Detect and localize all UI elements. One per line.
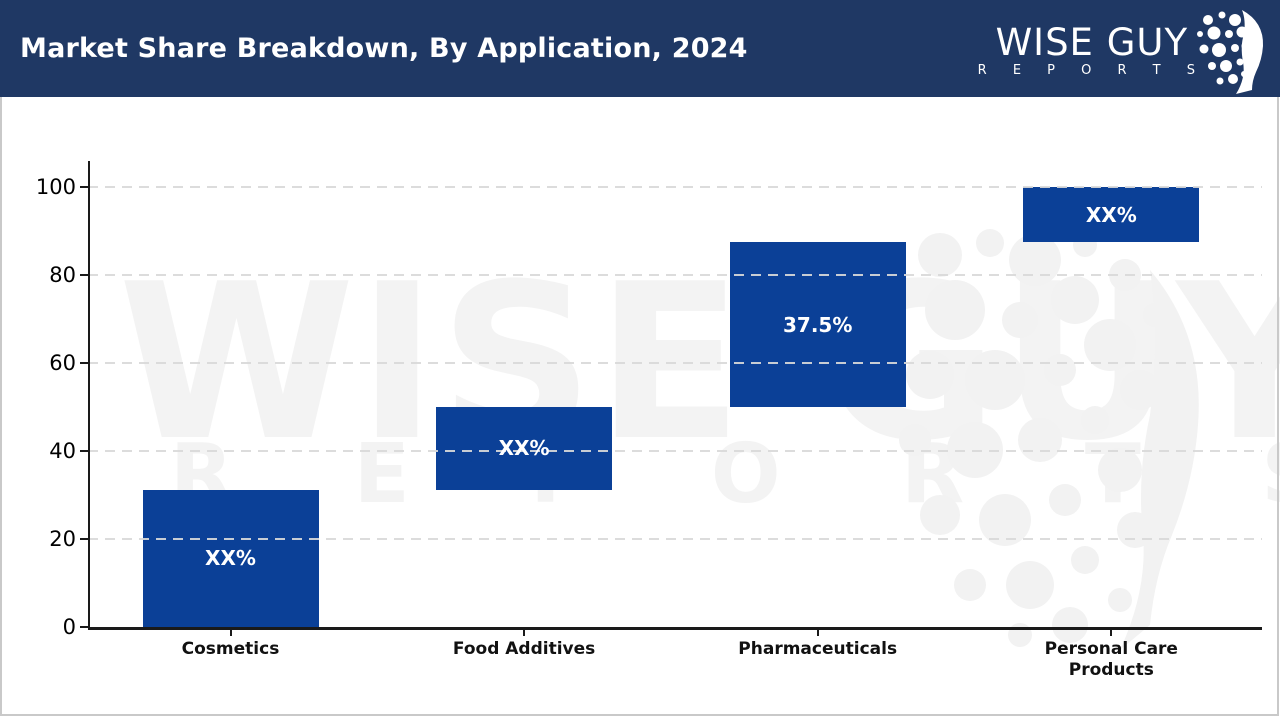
chart-title: Market Share Breakdown, By Application, … bbox=[20, 33, 748, 64]
logo-head-icon bbox=[1197, 10, 1264, 94]
gridline-80 bbox=[88, 274, 1262, 276]
x-tick-4 bbox=[1110, 630, 1113, 636]
bar-cosmetics bbox=[142, 489, 319, 627]
y-tick-label-80: 80 bbox=[49, 263, 76, 287]
wise-guy-reports-logo: WISE GUY R E P O R T S bbox=[978, 4, 1268, 94]
y-tick-100 bbox=[80, 186, 88, 188]
header-banner: Market Share Breakdown, By Application, … bbox=[0, 0, 1280, 97]
y-tick-0 bbox=[80, 626, 88, 628]
y-axis-line bbox=[88, 160, 90, 629]
bar-food-additives bbox=[436, 407, 613, 490]
y-tick-label-100: 100 bbox=[35, 175, 76, 199]
category-label-personal-care-products: Personal Care Products bbox=[1044, 639, 1178, 680]
y-tick-label-40: 40 bbox=[49, 439, 76, 463]
bar-personal-care-products bbox=[1023, 187, 1200, 242]
category-label-food-additives: Food Additives bbox=[452, 639, 596, 659]
bar-value-label-1: XX% bbox=[205, 546, 256, 571]
x-tick-3 bbox=[816, 630, 819, 636]
logo-name: WISE GUY bbox=[995, 21, 1189, 64]
card-border-bottom bbox=[0, 714, 1279, 716]
category-label-cosmetics: Cosmetics bbox=[181, 639, 280, 659]
x-tick-1 bbox=[229, 630, 232, 636]
card-border-right bbox=[1277, 97, 1279, 716]
bar-value-label-4: XX% bbox=[1085, 202, 1137, 227]
y-tick-label-60: 60 bbox=[49, 351, 76, 375]
logo-tagline: R E P O R T S bbox=[977, 63, 1206, 78]
gridline-40 bbox=[88, 450, 1262, 452]
card-border-left bbox=[0, 97, 2, 716]
watermark-head-dots-graphic bbox=[870, 229, 1199, 650]
gridline-100 bbox=[88, 186, 1262, 188]
x-tick-2 bbox=[523, 630, 526, 636]
y-tick-40 bbox=[80, 450, 88, 452]
bar-value-label-3: 37.5% bbox=[782, 312, 853, 337]
bar-value-label-2: XX% bbox=[498, 436, 550, 461]
gridline-60 bbox=[88, 362, 1262, 364]
x-axis-line bbox=[88, 627, 1262, 630]
logo-text: WISE GUY R E P O R T S bbox=[977, 21, 1206, 79]
y-tick-20 bbox=[80, 538, 88, 540]
category-label-pharmaceuticals: Pharmaceuticals bbox=[738, 639, 898, 659]
gridline-20 bbox=[88, 538, 1262, 540]
y-tick-60 bbox=[80, 362, 88, 364]
y-tick-label-20: 20 bbox=[49, 527, 76, 551]
y-tick-label-0: 0 bbox=[62, 615, 76, 639]
bar-pharmaceuticals bbox=[729, 242, 906, 407]
watermark-reports-text: R E P O R T S bbox=[170, 427, 1280, 522]
y-tick-80 bbox=[80, 274, 88, 276]
